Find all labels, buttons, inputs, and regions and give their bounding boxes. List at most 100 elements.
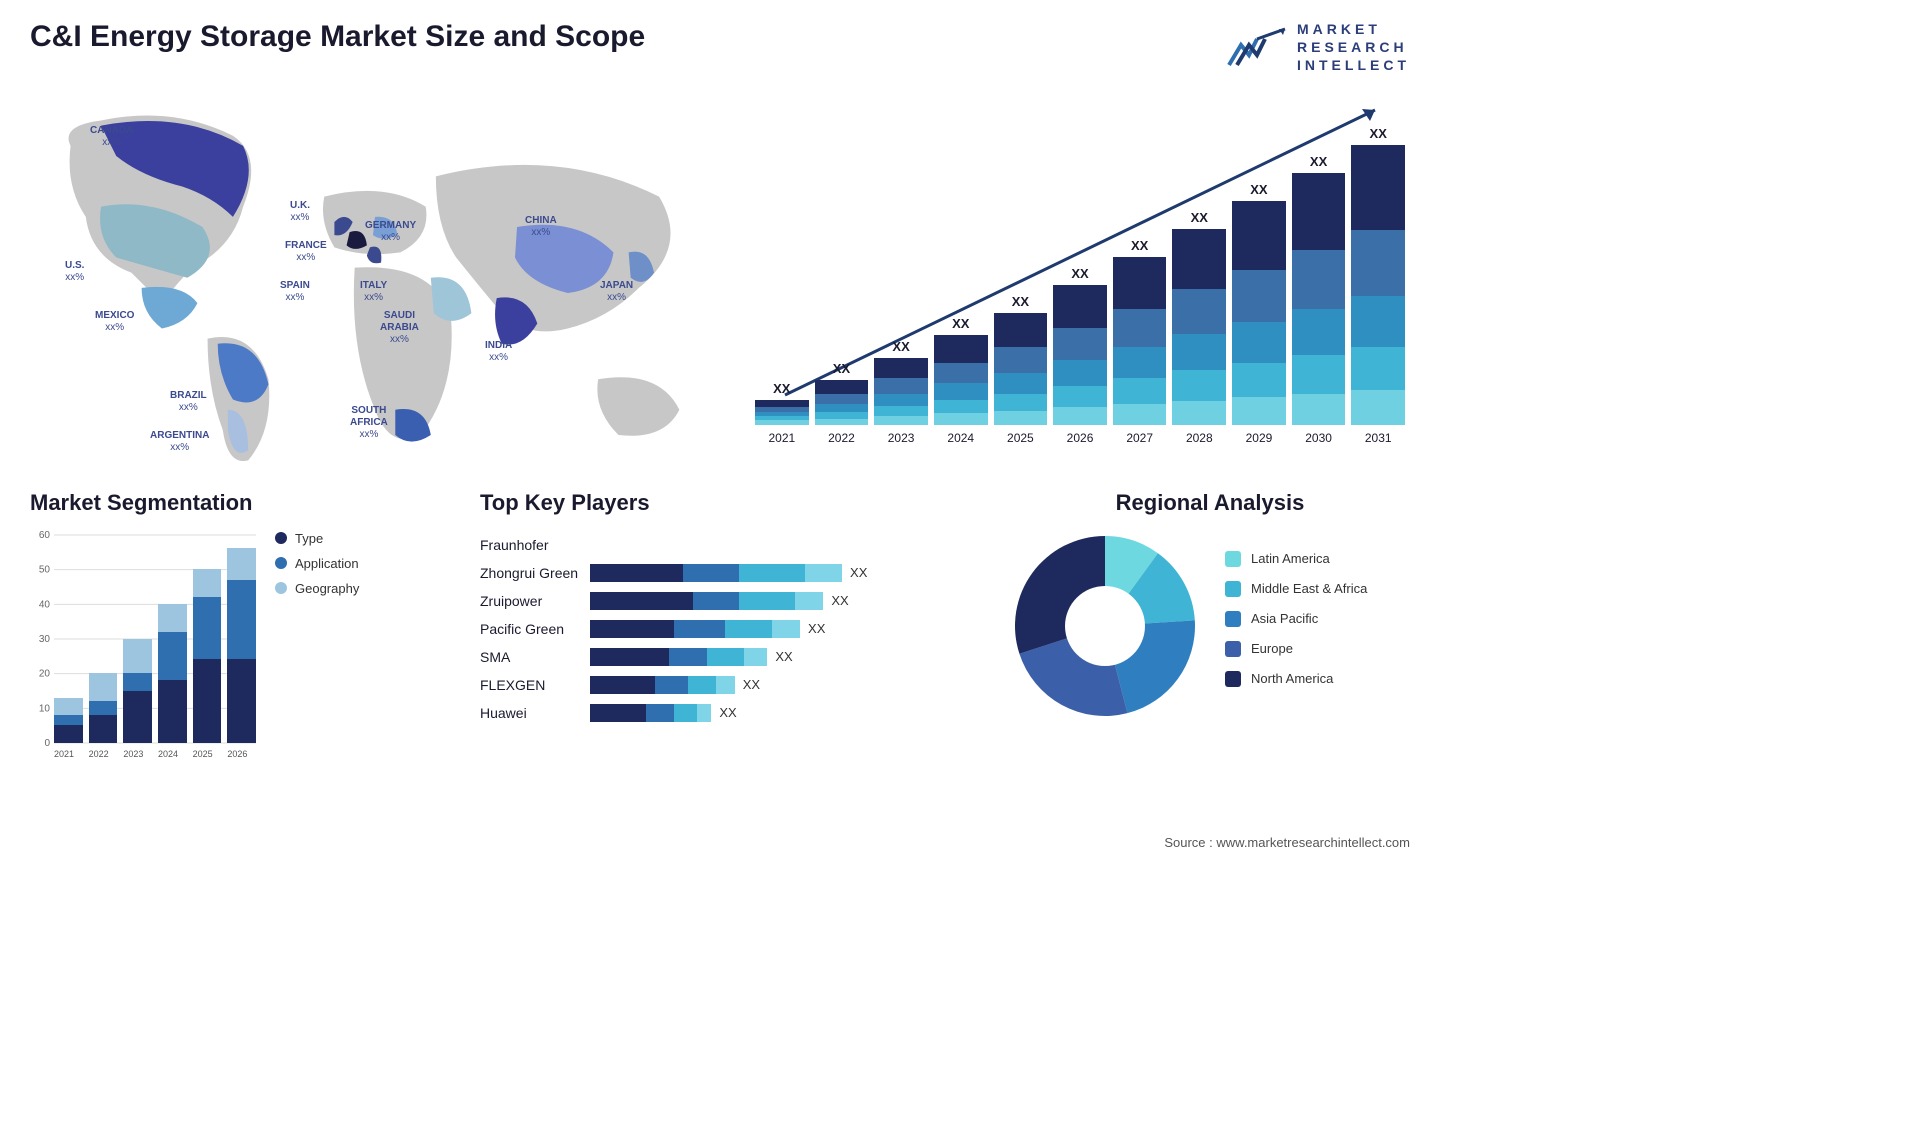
segmentation-bar: [193, 569, 222, 742]
growth-bar-value: XX: [1131, 238, 1148, 253]
svg-text:40: 40: [39, 599, 51, 610]
map-country-label: GERMANYxx%: [365, 220, 416, 244]
growth-bar-column: XX 2027: [1113, 238, 1167, 444]
map-country-label: INDIAxx%: [485, 340, 512, 364]
regional-legend-item: North America: [1225, 671, 1367, 687]
player-value: XX: [743, 677, 760, 692]
growth-year-label: 2023: [888, 431, 915, 445]
player-name: Huawei: [480, 699, 578, 727]
segmentation-bar: [123, 639, 152, 743]
growth-bar-value: XX: [773, 381, 790, 396]
svg-text:30: 30: [39, 634, 51, 645]
regional-legend: Latin America Middle East & Africa Asia Pa…: [1225, 551, 1367, 701]
segmentation-year-label: 2023: [123, 749, 143, 759]
map-country-label: SPAINxx%: [280, 280, 310, 304]
player-bar-row: XX: [590, 559, 980, 587]
map-country-label: CANADAxx%: [90, 125, 133, 149]
growth-bar-value: XX: [1071, 266, 1088, 281]
segmentation-bar: [227, 548, 256, 742]
segmentation-year-label: 2021: [54, 749, 74, 759]
growth-year-label: 2030: [1305, 431, 1332, 445]
segmentation-chart: 0 10 20 30 40 50 60 2021 2022 2023 2024 2025 2026: [30, 531, 260, 761]
player-value: XX: [850, 565, 867, 580]
growth-year-label: 2031: [1365, 431, 1392, 445]
regional-title: Regional Analysis: [1010, 490, 1410, 516]
players-title: Top Key Players: [480, 490, 980, 516]
svg-text:0: 0: [44, 738, 50, 749]
player-bar-row: XX: [590, 643, 980, 671]
growth-year-label: 2027: [1126, 431, 1153, 445]
segmentation-year-label: 2022: [89, 749, 109, 759]
segmentation-legend-item: Type: [275, 531, 359, 546]
growth-bar-value: XX: [1310, 154, 1327, 169]
player-bar-row: XX: [590, 671, 980, 699]
regional-legend-item: Europe: [1225, 641, 1367, 657]
growth-bar-value: XX: [1250, 182, 1267, 197]
map-country-label: CHINAxx%: [525, 215, 557, 239]
source-attribution: Source : www.marketresearchintellect.com: [1164, 835, 1410, 850]
svg-text:20: 20: [39, 668, 51, 679]
map-country-label: BRAZILxx%: [170, 390, 207, 414]
growth-bar-column: XX2029: [1232, 182, 1286, 444]
player-value: XX: [719, 705, 736, 720]
growth-year-label: 2022: [828, 431, 855, 445]
growth-bar-column: XX2024: [934, 316, 988, 444]
regional-legend-item: Asia Pacific: [1225, 611, 1367, 627]
segmentation-bar: [54, 698, 83, 743]
growth-bar-column: XX 2031: [1351, 126, 1405, 445]
map-country-label: FRANCExx%: [285, 240, 327, 264]
growth-bar-column: XX2023: [874, 339, 928, 445]
segmentation-year-label: 2025: [193, 749, 213, 759]
segmentation-bar: [89, 673, 118, 742]
growth-year-label: 2025: [1007, 431, 1034, 445]
page-title: C&I Energy Storage Market Size and Scope: [30, 20, 645, 54]
map-country-label: SAUDIARABIAxx%: [380, 310, 419, 346]
regional-legend-item: Middle East & Africa: [1225, 581, 1367, 597]
growth-bar-value: XX: [1370, 126, 1387, 141]
logo-line3: INTELLECT: [1297, 56, 1410, 74]
map-country-label: ARGENTINAxx%: [150, 430, 209, 454]
segmentation-legend-item: Geography: [275, 581, 359, 596]
player-name: SMA: [480, 643, 578, 671]
growth-bar-column: XX 2025: [994, 294, 1048, 445]
segmentation-title: Market Segmentation: [30, 490, 450, 516]
growth-bar-value: XX: [833, 361, 850, 376]
player-bar-row: XX: [590, 699, 980, 727]
player-bar-row: XX: [590, 587, 980, 615]
player-name: Zhongrui Green: [480, 559, 578, 587]
logo-line2: RESEARCH: [1297, 38, 1410, 56]
segmentation-panel: Market Segmentation 0 10 20 30 40 50 60 2021 20…: [30, 490, 450, 790]
map-country-label: MEXICOxx%: [95, 310, 134, 334]
segmentation-legend: Type Application Geography: [275, 531, 359, 606]
segmentation-year-label: 2026: [227, 749, 247, 759]
growth-bar-value: XX: [1191, 210, 1208, 225]
logo-mark-icon: [1227, 27, 1287, 67]
svg-text:50: 50: [39, 564, 51, 575]
growth-chart-panel: XX2021XX2022XX2023XX2024XX2025XX2026XX20…: [750, 85, 1410, 465]
player-bar-row: XX: [590, 615, 980, 643]
growth-bar-column: XX 2021: [755, 381, 809, 445]
regional-donut-chart: [1010, 531, 1200, 721]
map-country-label: SOUTHAFRICAxx%: [350, 405, 388, 441]
player-value: XX: [808, 621, 825, 636]
map-country-label: U.K.xx%: [290, 200, 310, 224]
player-name: Pacific Green: [480, 615, 578, 643]
regional-panel: Regional Analysis Latin America Middle Ea…: [1010, 490, 1410, 790]
player-name: FLEXGEN: [480, 671, 578, 699]
svg-text:10: 10: [39, 703, 51, 714]
player-value: XX: [831, 593, 848, 608]
segmentation-legend-item: Application: [275, 556, 359, 571]
growth-bar-column: XX 2022: [815, 361, 869, 445]
segmentation-bar: [158, 604, 187, 743]
growth-year-label: 2028: [1186, 431, 1213, 445]
growth-bar-column: XX 2030: [1292, 154, 1346, 445]
growth-bar-value: XX: [1012, 294, 1029, 309]
growth-year-label: 2021: [768, 431, 795, 445]
regional-legend-item: Latin America: [1225, 551, 1367, 567]
segmentation-year-label: 2024: [158, 749, 178, 759]
svg-text:60: 60: [39, 531, 51, 541]
player-bar-row: [590, 531, 980, 559]
player-name: Fraunhofer: [480, 531, 578, 559]
map-country-label: ITALYxx%: [360, 280, 387, 304]
map-country-label: U.S.xx%: [65, 260, 84, 284]
